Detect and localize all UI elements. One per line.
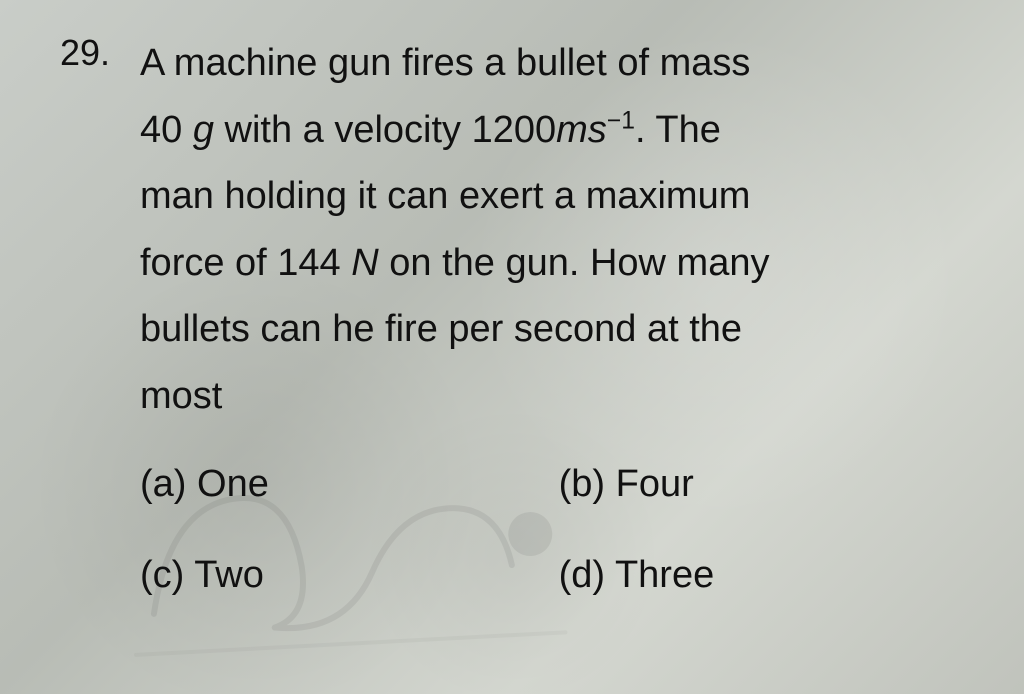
q-unit-ms: ms [556, 109, 607, 151]
question-text: A machine gun fires a bullet of mass 40 … [140, 30, 974, 608]
q-text-line2-mid: with a velocity 1200 [214, 109, 556, 151]
option-c-text: Two [194, 554, 264, 596]
option-d-label: (d) [559, 554, 605, 596]
option-d-text: Three [615, 554, 714, 596]
option-c: (c) Two [140, 542, 439, 609]
q-unit-n: N [351, 242, 378, 284]
option-a-label: (a) [140, 463, 186, 505]
q-text-line4-post: on the gun. How many [379, 242, 770, 284]
option-d: (d) Three [559, 542, 858, 609]
option-a: (a) One [140, 451, 439, 518]
q-text-line5: bullets can he fire per second at the [140, 308, 742, 350]
q-text-line6: most [140, 375, 222, 417]
option-b: (b) Four [559, 451, 858, 518]
question-number: 29. [60, 30, 140, 74]
option-c-label: (c) [140, 554, 184, 596]
option-a-text: One [197, 463, 269, 505]
option-b-text: Four [616, 463, 694, 505]
q-text-line1: A machine gun fires a bullet of mass [140, 42, 750, 84]
q-text-line3: man holding it can exert a maximum [140, 175, 750, 217]
option-b-label: (b) [559, 463, 605, 505]
q-text-line2-pre: 40 [140, 109, 193, 151]
q-text-line4-pre: force of 144 [140, 242, 351, 284]
q-unit-g: g [193, 109, 214, 151]
q-unit-exp: −1 [607, 107, 635, 134]
q-text-line2-post: . The [635, 109, 721, 151]
options-grid: (a) One (b) Four (c) Two (d) Three [140, 451, 857, 608]
question-block: 29. A machine gun fires a bullet of mass… [0, 0, 1024, 608]
